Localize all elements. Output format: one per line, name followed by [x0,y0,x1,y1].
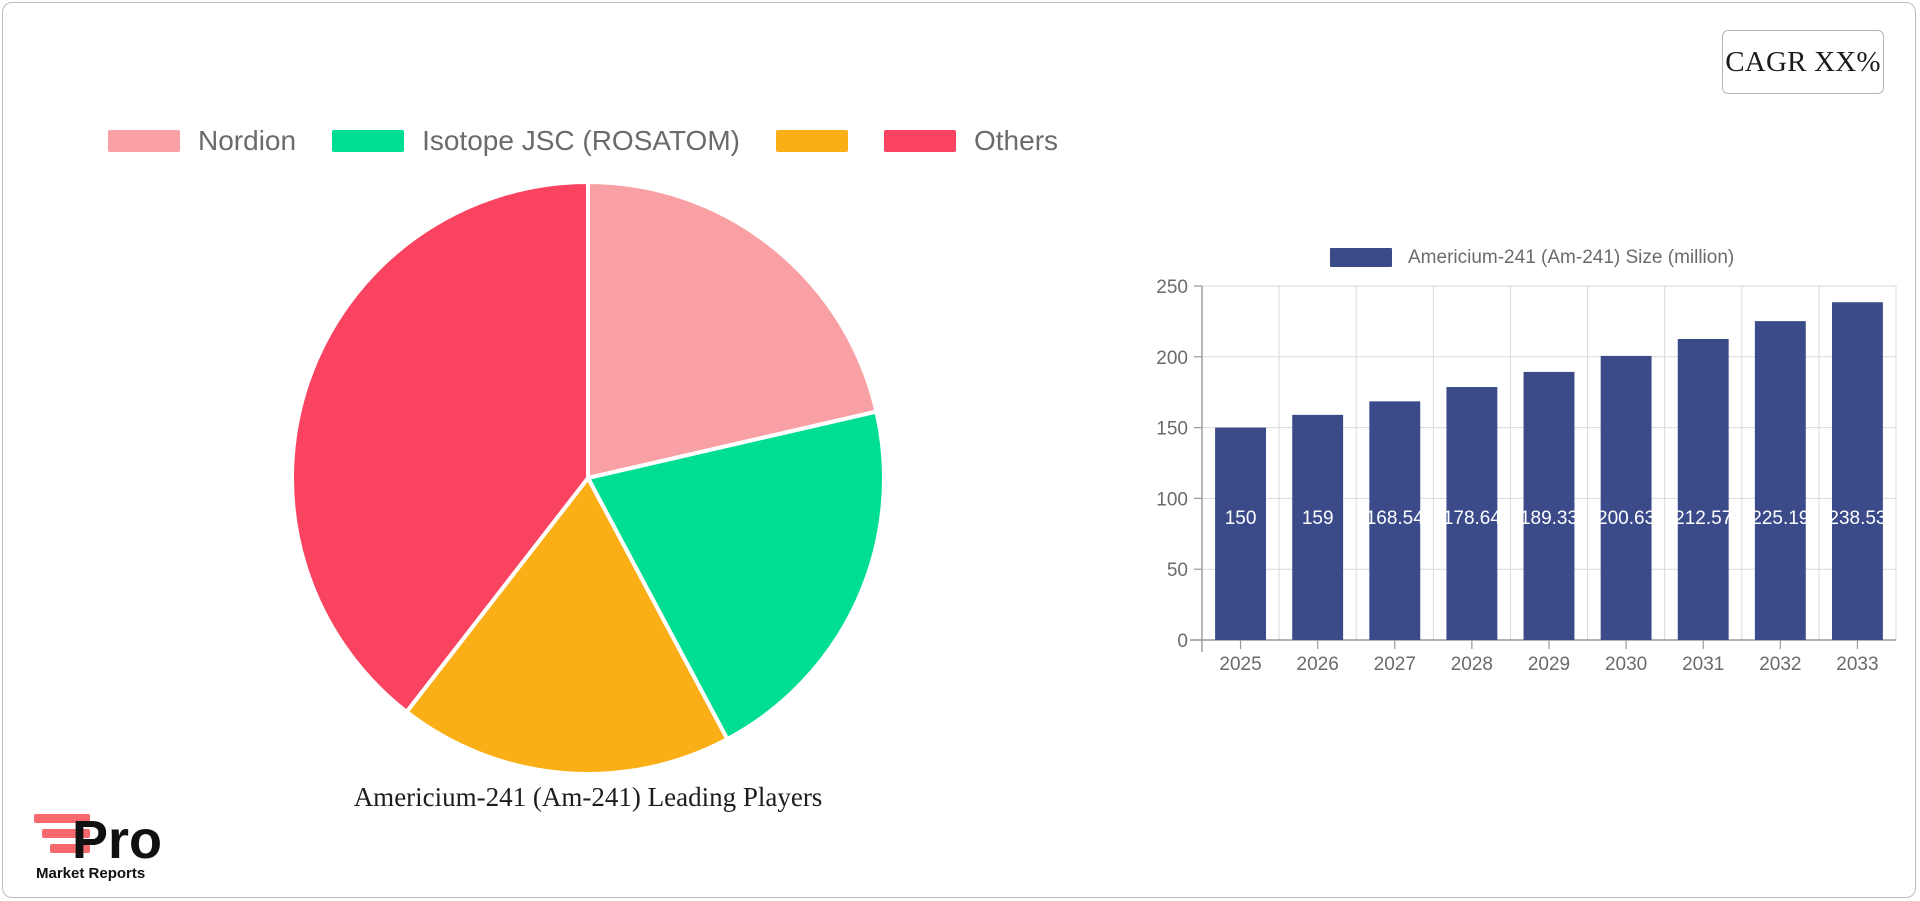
pie-chart-legend: Nordion Isotope JSC (ROSATOM) Others [108,124,1058,158]
bar[interactable] [1523,371,1575,640]
legend-item-isotope-jsc[interactable]: Isotope JSC (ROSATOM) [332,127,740,155]
bar-chart-x-tick-labels: 2025 2026 2027 2028 2029 2030 2031 2032 2033 [1219,654,1878,675]
bar-value-label: 225.19 [1751,508,1809,529]
bar[interactable] [1292,414,1344,640]
y-axis-tick-label: 100 [1156,489,1188,510]
legend-color-swatch-am241-size [1330,248,1392,267]
logo-tagline: Market Reports [36,865,145,882]
pie-chart-svg [290,179,886,776]
legend-item-unnamed[interactable] [776,130,848,152]
bar-value-label: 212.57 [1674,508,1732,529]
legend-label-nordion: Nordion [198,125,297,156]
bar[interactable] [1215,427,1267,640]
pie-slice[interactable] [585,409,886,742]
bar[interactable] [1369,401,1421,640]
bar-chart-legend[interactable]: Americium-241 (Am-241) Size (million) [1330,248,1734,267]
y-axis-tick-label: 0 [1177,631,1188,652]
bar-chart-bars [1215,302,1883,640]
y-axis-tick-label: 200 [1156,348,1188,369]
logo-wordmark: Pro [72,810,162,870]
bar-value-label: 189.33 [1520,508,1578,529]
pie-slice[interactable] [290,179,590,715]
y-axis-tick-label: 250 [1156,277,1188,298]
pie-slice[interactable] [586,179,879,481]
bar-value-label: 159 [1302,508,1334,529]
x-axis-tick-label: 2033 [1836,654,1878,675]
x-axis-tick-label: 2031 [1682,654,1724,675]
y-axis-tick-label: 50 [1167,560,1188,581]
pie-slice[interactable] [403,474,731,776]
logo-speed-bars-icon [34,814,90,853]
bar[interactable] [1677,339,1729,640]
bar-value-label: 168.54 [1366,508,1425,529]
bar[interactable] [1600,355,1652,640]
bar[interactable] [1446,387,1498,640]
x-axis-tick-label: 2029 [1528,654,1570,675]
legend-color-swatch-nordion [108,130,180,152]
legend-item-nordion[interactable]: Nordion [108,127,296,155]
pie-chart-title: Americium-241 (Am-241) Leading Players [353,782,823,812]
bar-value-label: 178.64 [1443,508,1502,529]
legend-label-am241-size: Americium-241 (Am-241) Size (million) [1408,247,1735,268]
bar-value-label: 200.63 [1597,508,1655,529]
bar-chart-y-tick-labels: 0 50 100 150 200 250 [1156,277,1188,652]
legend-color-swatch-others [884,130,956,152]
x-axis-tick-label: 2027 [1374,654,1416,675]
legend-color-swatch-isotope-jsc [332,130,405,152]
cagr-badge: CAGR XX% [1722,30,1884,94]
bar-chart-value-labels: 150 159 168.54 178.64 189.33 200.63 212.57 225.… [1225,508,1887,529]
bar[interactable] [1754,321,1806,640]
y-axis-tick-label: 150 [1156,419,1188,440]
pie-slice-group [290,179,886,776]
x-axis-tick-label: 2026 [1297,654,1339,675]
bar-chart-svg: 0 50 100 150 200 250 150 159 168.54 178.64 189.33… [1156,277,1897,675]
legend-label-isotope-jsc: Isotope JSC (ROSATOM) [422,125,740,156]
bar-value-label: 238.53 [1828,508,1886,529]
legend-label-others: Others [974,125,1059,156]
x-axis-tick-label: 2032 [1759,654,1801,675]
pro-market-reports-logo: Pro Market Reports [30,806,180,884]
pie-chart [288,178,888,778]
legend-item-others[interactable]: Others [884,127,1058,155]
x-axis-tick-label: 2030 [1605,654,1647,675]
x-axis-tick-label: 2025 [1219,654,1261,675]
logo-svg: Pro Market Reports [34,810,162,882]
bar[interactable] [1831,302,1883,640]
legend-color-swatch-unnamed [776,130,848,152]
bar-value-label: 150 [1225,508,1257,529]
x-axis-tick-label: 2028 [1451,654,1493,675]
bar-chart: Americium-241 (Am-241) Size (million) 0 5… [1140,240,1900,680]
